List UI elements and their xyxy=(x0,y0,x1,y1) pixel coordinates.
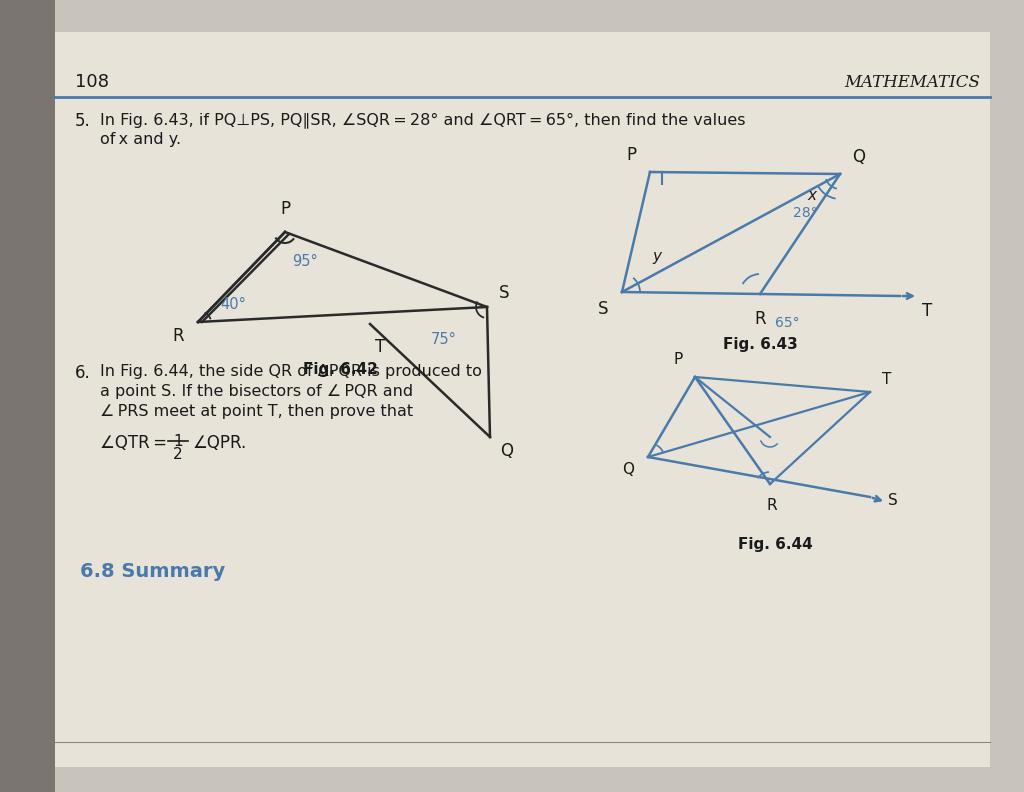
Text: 95°: 95° xyxy=(292,254,317,269)
Text: Fig. 6.44: Fig. 6.44 xyxy=(737,537,812,552)
Text: R: R xyxy=(767,498,777,513)
Text: ∠ PRS meet at point T, then prove that: ∠ PRS meet at point T, then prove that xyxy=(100,404,413,419)
Text: P: P xyxy=(674,352,683,367)
Text: P: P xyxy=(626,146,636,164)
Text: 75°: 75° xyxy=(431,332,457,347)
Text: T: T xyxy=(882,372,891,387)
Text: 5.: 5. xyxy=(75,112,91,130)
Text: Q: Q xyxy=(622,462,634,477)
Text: x: x xyxy=(808,188,816,203)
Text: Fig. 6.43: Fig. 6.43 xyxy=(723,337,798,352)
Text: 28°: 28° xyxy=(793,206,817,220)
Text: T: T xyxy=(375,338,385,356)
Polygon shape xyxy=(55,32,990,767)
Text: 1: 1 xyxy=(173,434,183,449)
Text: 40°: 40° xyxy=(220,297,246,312)
Text: MATHEMATICS: MATHEMATICS xyxy=(844,74,980,90)
Text: of x and y.: of x and y. xyxy=(100,132,181,147)
Polygon shape xyxy=(0,0,55,792)
Text: ∠QTR =: ∠QTR = xyxy=(100,434,170,452)
Text: 6.8 Summary: 6.8 Summary xyxy=(80,562,225,581)
Text: Fig. 6.42: Fig. 6.42 xyxy=(302,362,378,377)
Text: 6.: 6. xyxy=(75,364,91,382)
Text: 2: 2 xyxy=(173,447,183,462)
Text: P: P xyxy=(280,200,290,218)
Text: T: T xyxy=(922,302,932,320)
Text: S: S xyxy=(597,300,608,318)
Text: In Fig. 6.43, if PQ⊥PS, PQ∥SR, ∠SQR = 28° and ∠QRT = 65°, then find the values: In Fig. 6.43, if PQ⊥PS, PQ∥SR, ∠SQR = 28… xyxy=(100,112,745,128)
Text: Q: Q xyxy=(852,148,865,166)
Text: ∠QPR.: ∠QPR. xyxy=(193,434,247,452)
Text: a point S. If the bisectors of ∠ PQR and: a point S. If the bisectors of ∠ PQR and xyxy=(100,384,413,399)
Text: S: S xyxy=(499,284,510,302)
Text: 108: 108 xyxy=(75,73,109,91)
Text: In Fig. 6.44, the side QR of ΔPQR is produced to: In Fig. 6.44, the side QR of ΔPQR is pro… xyxy=(100,364,482,379)
Text: R: R xyxy=(172,327,184,345)
Text: Q: Q xyxy=(500,442,513,460)
Text: 65°: 65° xyxy=(775,316,800,330)
Text: S: S xyxy=(888,493,898,508)
Text: y: y xyxy=(652,249,662,264)
Text: R: R xyxy=(755,310,766,328)
